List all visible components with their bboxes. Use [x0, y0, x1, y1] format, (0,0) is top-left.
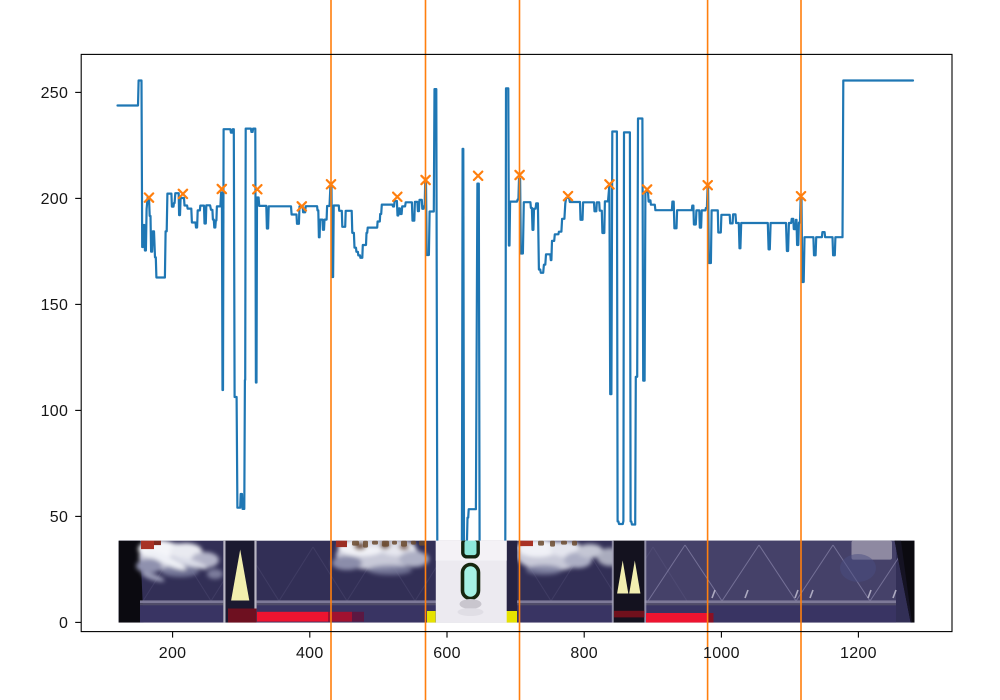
svg-text:100: 100: [41, 403, 69, 420]
svg-text:250: 250: [41, 85, 69, 102]
svg-text:0: 0: [59, 615, 68, 632]
svg-text:800: 800: [570, 645, 598, 662]
svg-text:400: 400: [296, 645, 324, 662]
svg-text:1000: 1000: [703, 645, 740, 662]
svg-text:200: 200: [159, 645, 187, 662]
svg-text:200: 200: [41, 191, 69, 208]
svg-text:1200: 1200: [840, 645, 877, 662]
svg-text:150: 150: [41, 297, 69, 314]
svg-text:50: 50: [50, 509, 68, 526]
svg-text:600: 600: [433, 645, 461, 662]
